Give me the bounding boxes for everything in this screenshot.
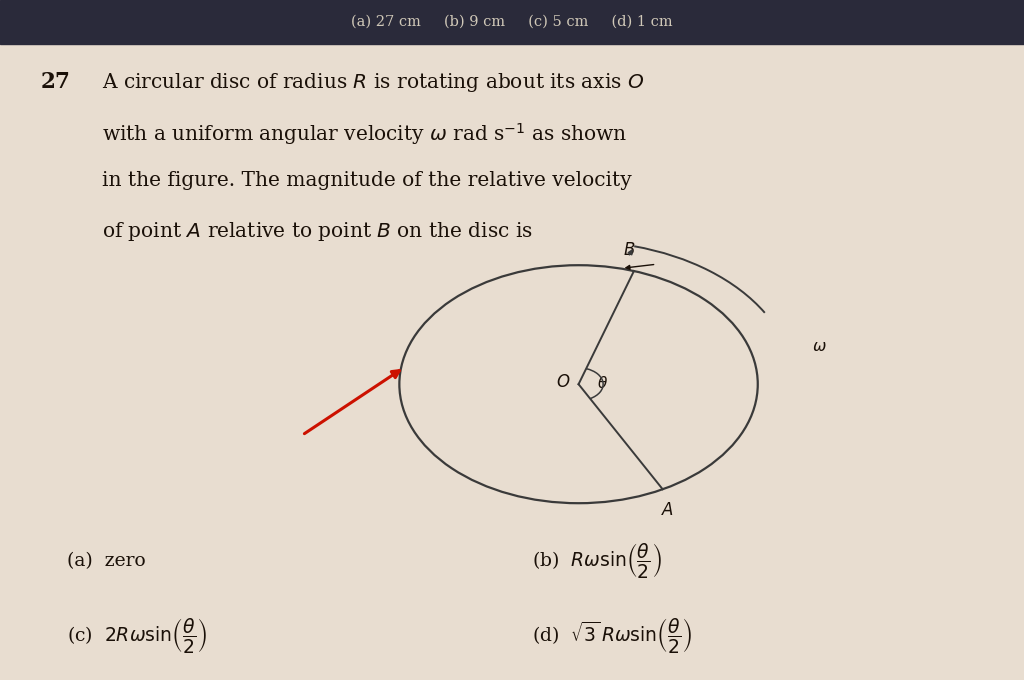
Text: (c)  $2R\omega \sin\!\left(\dfrac{\theta}{2}\right)$: (c) $2R\omega \sin\!\left(\dfrac{\theta}… — [67, 616, 207, 656]
Text: (a)  zero: (a) zero — [67, 552, 145, 570]
Bar — [0, 0, 1024, 44]
Text: (a) 27 cm     (b) 9 cm     (c) 5 cm     (d) 1 cm: (a) 27 cm (b) 9 cm (c) 5 cm (d) 1 cm — [351, 15, 673, 29]
Text: $\omega$: $\omega$ — [812, 339, 826, 355]
Text: in the figure. The magnitude of the relative velocity: in the figure. The magnitude of the rela… — [102, 171, 632, 190]
Text: $A$: $A$ — [662, 502, 675, 519]
Text: 27: 27 — [41, 71, 71, 93]
Text: A circular disc of radius $R$ is rotating about its axis $O$: A circular disc of radius $R$ is rotatin… — [102, 71, 645, 95]
Text: $\theta$: $\theta$ — [597, 375, 608, 391]
Text: with a uniform angular velocity $\omega$ rad s$^{-1}$ as shown: with a uniform angular velocity $\omega$… — [102, 121, 628, 147]
Text: (d)  $\sqrt{3}\, R\omega \sin\!\left(\dfrac{\theta}{2}\right)$: (d) $\sqrt{3}\, R\omega \sin\!\left(\dfr… — [532, 616, 693, 656]
Text: $B$: $B$ — [623, 242, 635, 259]
Text: of point $A$ relative to point $B$ on the disc is: of point $A$ relative to point $B$ on th… — [102, 220, 534, 243]
Text: (b)  $R\omega \sin\!\left(\dfrac{\theta}{2}\right)$: (b) $R\omega \sin\!\left(\dfrac{\theta}{… — [532, 541, 663, 581]
Text: $O$: $O$ — [556, 374, 570, 390]
